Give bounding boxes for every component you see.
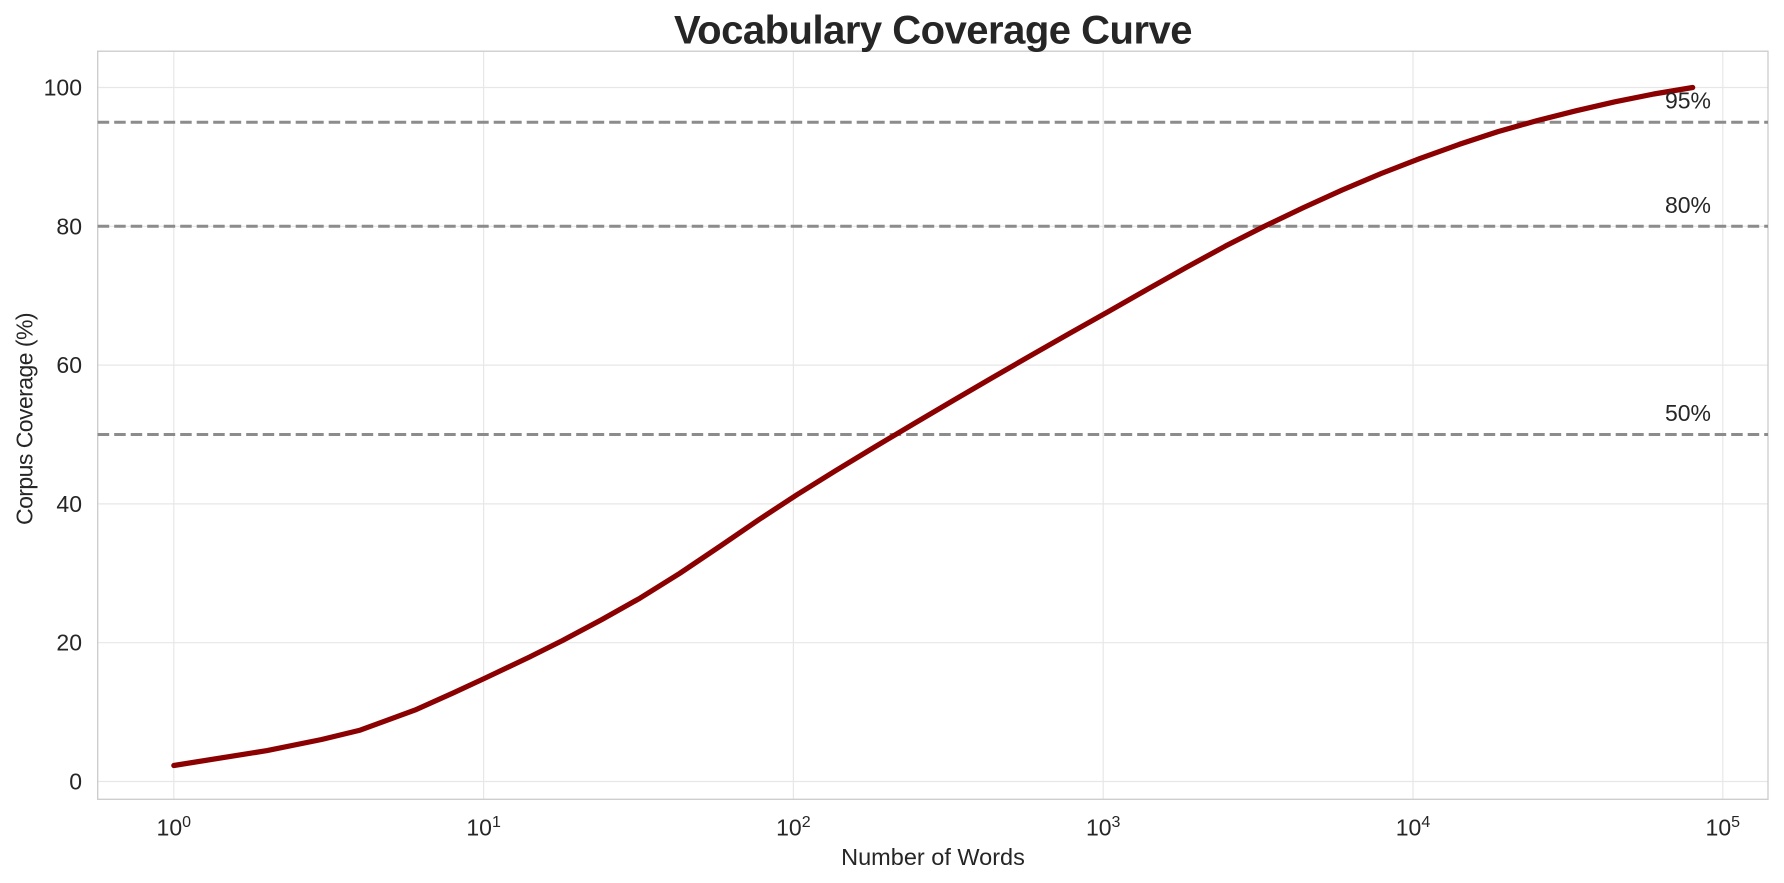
svg-text:80%: 80% xyxy=(1665,192,1711,218)
svg-text:0: 0 xyxy=(69,769,82,795)
svg-text:95%: 95% xyxy=(1665,88,1711,114)
svg-text:Number of Words: Number of Words xyxy=(841,844,1025,870)
svg-text:102: 102 xyxy=(776,814,811,841)
svg-text:80: 80 xyxy=(56,213,82,239)
svg-text:40: 40 xyxy=(56,491,82,517)
svg-text:Vocabulary Coverage Curve: Vocabulary Coverage Curve xyxy=(674,9,1192,53)
svg-text:100: 100 xyxy=(44,75,82,101)
svg-text:20: 20 xyxy=(56,630,82,656)
svg-text:Corpus Coverage (%): Corpus Coverage (%) xyxy=(12,313,38,525)
svg-text:60: 60 xyxy=(56,352,82,378)
svg-text:50%: 50% xyxy=(1665,400,1711,426)
